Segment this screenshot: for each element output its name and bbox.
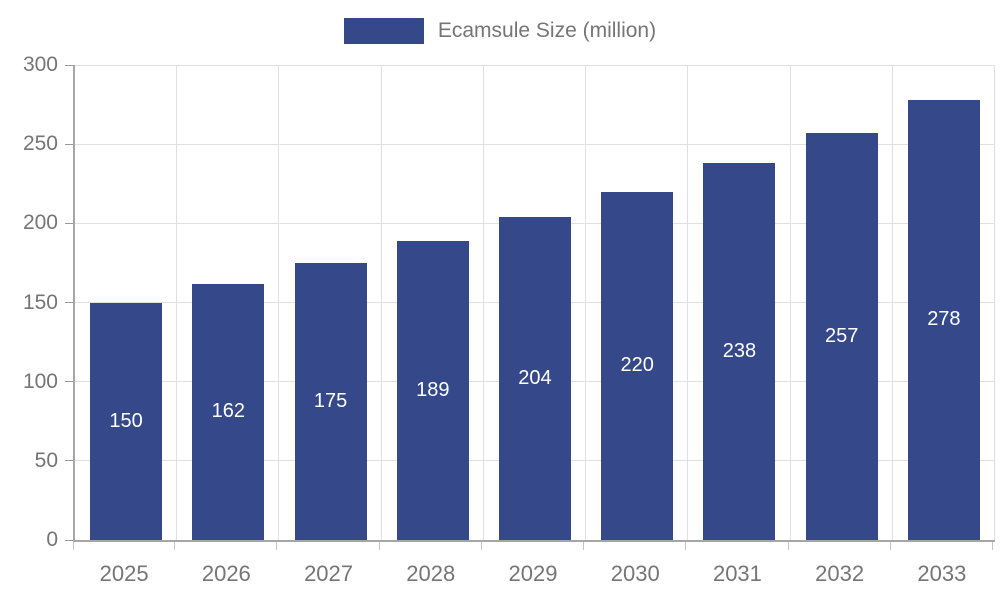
x-tick-mark [583, 542, 585, 550]
bar-value-label: 189 [416, 378, 450, 401]
v-gridline [687, 65, 689, 540]
y-tick-mark [65, 381, 73, 383]
y-tick-mark [65, 302, 73, 303]
bar-value-label: 175 [313, 389, 348, 412]
y-tick-label: 100 [22, 369, 58, 393]
v-gridline [891, 65, 893, 540]
bar-value-label: 278 [927, 308, 961, 331]
v-gridline [585, 65, 587, 540]
bar[interactable]: 162 [192, 283, 265, 540]
x-tick-label: 2030 [610, 561, 660, 586]
y-tick-label: 0 [46, 528, 58, 551]
y-tick-mark [65, 222, 73, 224]
x-tick-label: 2032 [815, 561, 865, 586]
y-tick-label: 300 [22, 53, 58, 76]
x-tick-label: 2026 [201, 561, 251, 586]
x-tick-mark [480, 542, 482, 550]
bar-value-label: 257 [824, 325, 859, 348]
bar[interactable]: 189 [396, 240, 469, 540]
y-tick-label: 150 [22, 290, 58, 314]
legend-swatch [343, 18, 424, 44]
v-gridline [482, 65, 484, 540]
y-tick-mark [65, 143, 73, 145]
y-tick-label: 250 [22, 132, 58, 156]
bar[interactable]: 278 [907, 99, 980, 540]
h-gridline [75, 143, 995, 145]
v-gridline [380, 65, 382, 540]
y-tick-mark [65, 539, 73, 541]
legend[interactable]: Ecamsule Size (million) [0, 18, 1000, 44]
x-tick-label: 2028 [406, 561, 456, 586]
x-tick-mark [276, 542, 278, 550]
y-tick-label: 50 [34, 448, 58, 472]
bar[interactable]: 175 [294, 262, 367, 540]
x-tick-label: 2025 [99, 561, 149, 586]
legend-label: Ecamsule Size (million) [437, 19, 657, 42]
v-gridline [994, 65, 995, 540]
bar[interactable]: 238 [703, 163, 776, 540]
h-gridline [75, 64, 995, 66]
x-tick-mark [992, 542, 993, 550]
y-tick-label: 200 [22, 211, 58, 235]
bar-value-label: 204 [518, 367, 552, 389]
bar[interactable]: 204 [498, 217, 572, 540]
x-tick-mark [889, 542, 891, 550]
x-tick-mark [73, 542, 74, 550]
x-tick-mark [174, 542, 176, 550]
bar-value-label: 220 [620, 354, 654, 377]
v-gridline [278, 65, 280, 540]
bar-value-label: 150 [109, 409, 143, 432]
bar[interactable]: 220 [601, 191, 674, 540]
x-tick-mark [787, 542, 789, 550]
y-tick-mark [65, 460, 73, 462]
x-tick-label: 2029 [508, 561, 558, 586]
x-tick-label: 2033 [917, 561, 967, 586]
v-gridline [789, 65, 791, 540]
bar-value-label: 238 [722, 340, 757, 363]
plot-area: 150 162 175 189 204 220 238 257 278 [73, 64, 995, 542]
bar-value-label: 162 [211, 400, 246, 423]
bar[interactable]: 257 [805, 133, 878, 540]
x-tick-label: 2027 [304, 561, 354, 586]
bar[interactable]: 150 [90, 302, 163, 540]
v-gridline [176, 65, 178, 540]
x-tick-label: 2031 [712, 561, 762, 586]
y-tick-mark [65, 64, 73, 66]
x-tick-mark [378, 542, 380, 550]
x-tick-mark [685, 542, 687, 550]
